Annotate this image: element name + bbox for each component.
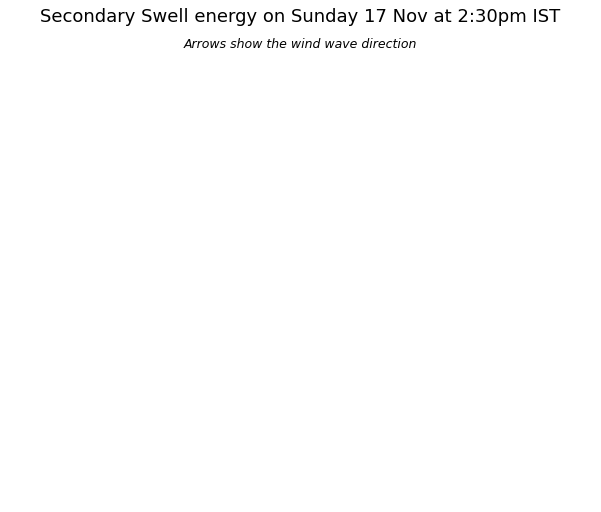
Text: Arrows show the wind wave direction: Arrows show the wind wave direction [184, 38, 417, 51]
Text: cartopy required for map: cartopy required for map [213, 276, 388, 291]
Text: Secondary Swell energy on Sunday 17 Nov at 2:30pm IST: Secondary Swell energy on Sunday 17 Nov … [40, 8, 561, 26]
